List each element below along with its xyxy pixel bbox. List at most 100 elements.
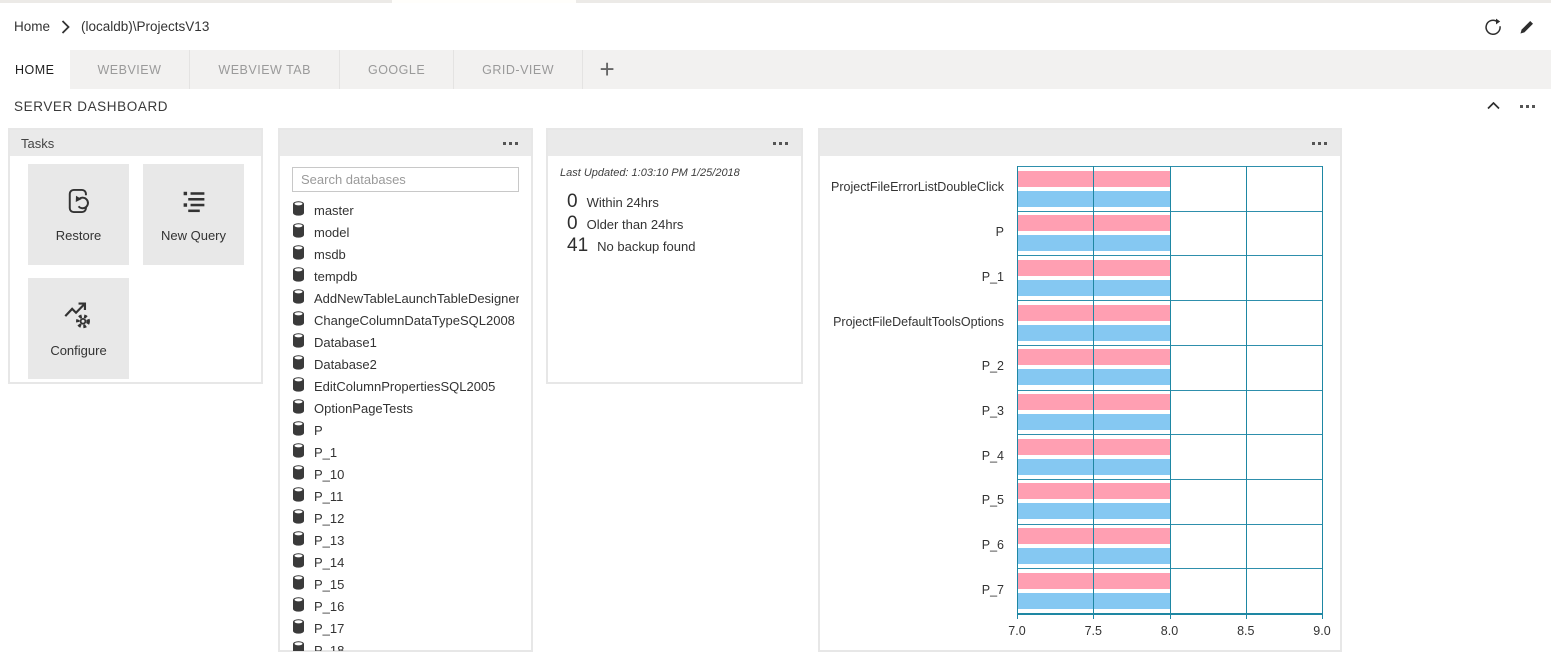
new-query-button[interactable]: New Query (143, 164, 244, 265)
edit-pencil-icon[interactable] (1517, 17, 1537, 37)
backup-status-widget: Last Updated: 1:03:10 PM 1/25/2018 0 Wit… (546, 128, 803, 384)
database-name: AddNewTableLaunchTableDesignerS (314, 290, 519, 306)
database-icon (292, 465, 305, 483)
gridline-vertical (1017, 166, 1018, 619)
database-icon (292, 421, 305, 439)
database-list: master model msdb tempdb AddNewTableLaunchTa… (292, 199, 519, 651)
bar-series-blue (1017, 190, 1170, 207)
database-item[interactable]: P_13 (292, 529, 519, 551)
tab-webview-tab[interactable]: WEBVIEW TAB (190, 50, 340, 89)
database-name: tempdb (314, 268, 358, 284)
database-name: model (314, 224, 350, 240)
bar-series-pink (1017, 394, 1170, 410)
chart-category-label: P_3 (981, 403, 1004, 418)
configure-button[interactable]: Configure (28, 278, 129, 379)
breadcrumb-home-link[interactable]: Home (14, 19, 51, 34)
databases-more-options-icon[interactable] (501, 138, 520, 149)
databases-widget: master model msdb tempdb AddNewTableLaunchTa… (278, 128, 533, 652)
backup-stat-older-24hrs: 0 Older than 24hrs (560, 213, 789, 235)
bar-series-pink (1017, 170, 1170, 187)
dashboard-more-options-icon[interactable] (1518, 101, 1537, 112)
database-icon (292, 311, 305, 329)
bar-series-blue (1017, 458, 1170, 475)
horizontal-bar-chart: ProjectFileErrorListDoubleClick P P_1 Proje… (820, 156, 1340, 648)
refresh-icon[interactable] (1483, 17, 1503, 37)
stat-label: Older than 24hrs (586, 217, 684, 232)
database-icon (292, 333, 305, 351)
database-name: P_17 (314, 620, 345, 636)
database-item[interactable]: Database1 (292, 331, 519, 353)
database-name: P_14 (314, 554, 345, 570)
chart-x-tick-label: 7.5 (1084, 624, 1102, 638)
search-databases-input[interactable] (292, 167, 519, 192)
database-item[interactable]: P_18 (292, 639, 519, 651)
chart-more-options-icon[interactable] (1310, 138, 1329, 149)
chart-widget-header (820, 130, 1340, 156)
gridline-vertical (1169, 166, 1171, 619)
database-item[interactable]: P_15 (292, 573, 519, 595)
database-item[interactable]: P_14 (292, 551, 519, 573)
database-item[interactable]: master (292, 199, 519, 221)
bar-series-blue (1017, 548, 1170, 565)
database-name: EditColumnPropertiesSQL2005 (314, 378, 496, 394)
database-item[interactable]: P (292, 419, 519, 441)
database-icon (292, 597, 305, 615)
database-item[interactable]: P_11 (292, 485, 519, 507)
chart-category-label: P_1 (981, 269, 1004, 284)
chart-plot-area (1017, 166, 1323, 619)
tasks-widget-title: Tasks (21, 135, 55, 151)
chart-x-tick-label: 7.0 (1008, 624, 1026, 638)
backup-more-options-icon[interactable] (771, 138, 790, 149)
tab-grid-view[interactable]: GRID-VIEW (454, 50, 584, 89)
database-name: P_18 (314, 642, 345, 652)
database-name: OptionPageTests (314, 400, 414, 416)
database-item[interactable]: OptionPageTests (292, 397, 519, 419)
tasks-widget: Tasks Restore (8, 128, 263, 384)
restore-button[interactable]: Restore (28, 164, 129, 265)
database-item[interactable]: P_12 (292, 507, 519, 529)
chart-category-label: P (995, 225, 1004, 240)
gridline-vertical (1322, 166, 1323, 619)
database-name: P_13 (314, 532, 345, 548)
database-item[interactable]: P_10 (292, 463, 519, 485)
database-icon (292, 377, 305, 395)
database-icon (292, 201, 305, 219)
stat-label: Within 24hrs (586, 195, 659, 210)
database-name: master (314, 202, 354, 218)
tab-webview[interactable]: WEBVIEW (70, 50, 191, 89)
page-title: SERVER DASHBOARD (14, 98, 169, 114)
backup-widget-header (548, 130, 801, 156)
add-tab-button[interactable]: + (599, 54, 615, 84)
database-icon (292, 487, 305, 505)
database-icon (292, 355, 305, 373)
bar-series-pink (1017, 259, 1170, 276)
database-item[interactable]: msdb (292, 243, 519, 265)
stat-label: No backup found (597, 239, 696, 254)
database-item[interactable]: AddNewTableLaunchTableDesignerS (292, 287, 519, 309)
database-icon (292, 509, 305, 527)
collapse-chevron-up-icon[interactable] (1483, 96, 1503, 116)
chart-category-label: P_4 (981, 448, 1004, 463)
bar-series-blue (1017, 235, 1170, 252)
backup-stat-no-backup: 41 No backup found (560, 235, 789, 257)
database-item[interactable]: EditColumnPropertiesSQL2005 (292, 375, 519, 397)
tab-google[interactable]: GOOGLE (340, 50, 455, 89)
database-name: P_16 (314, 598, 345, 614)
restore-icon (64, 186, 94, 221)
database-item[interactable]: P_16 (292, 595, 519, 617)
database-item[interactable]: Database2 (292, 353, 519, 375)
database-item[interactable]: P_1 (292, 441, 519, 463)
chart-category-label: P_2 (981, 359, 1004, 374)
database-item[interactable]: model (292, 221, 519, 243)
database-item[interactable]: P_17 (292, 617, 519, 639)
database-icon (292, 245, 305, 263)
backup-stat-within-24hrs: 0 Within 24hrs (560, 191, 789, 213)
bar-series-pink (1017, 304, 1170, 321)
database-name: P_15 (314, 576, 345, 592)
tab-home[interactable]: HOME (0, 50, 70, 89)
database-item[interactable]: ChangeColumnDataTypeSQL2008 (292, 309, 519, 331)
database-item[interactable]: tempdb (292, 265, 519, 287)
database-name: P_12 (314, 510, 345, 526)
restore-button-label: Restore (55, 228, 102, 243)
database-name: P_10 (314, 466, 345, 482)
